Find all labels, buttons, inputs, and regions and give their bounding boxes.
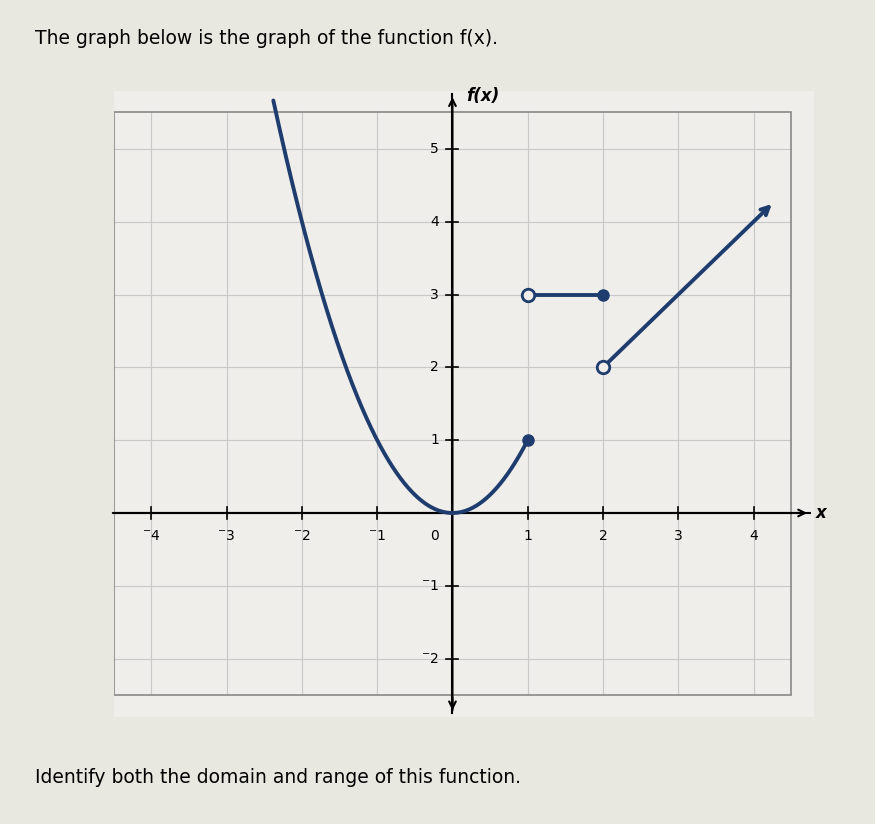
Text: 3: 3 xyxy=(674,529,682,543)
Text: 0: 0 xyxy=(430,529,439,543)
Text: $\mathregular{^{-}}1$: $\mathregular{^{-}}1$ xyxy=(421,578,439,592)
Text: $\mathregular{^{-}}2$: $\mathregular{^{-}}2$ xyxy=(421,652,439,666)
Text: 4: 4 xyxy=(749,529,758,543)
Text: 4: 4 xyxy=(430,215,439,229)
Text: f(x): f(x) xyxy=(466,87,500,105)
Text: 2: 2 xyxy=(430,360,439,374)
Text: $\mathregular{^{-}}2$: $\mathregular{^{-}}2$ xyxy=(293,529,311,543)
Text: 3: 3 xyxy=(430,288,439,302)
Text: 2: 2 xyxy=(598,529,607,543)
Text: 1: 1 xyxy=(430,433,439,447)
Text: $\mathregular{^{-}}3$: $\mathregular{^{-}}3$ xyxy=(218,529,236,543)
Text: Identify both the domain and range of this function.: Identify both the domain and range of th… xyxy=(35,768,521,787)
Text: 1: 1 xyxy=(523,529,532,543)
Text: The graph below is the graph of the function f(x).: The graph below is the graph of the func… xyxy=(35,29,498,48)
Text: $\mathregular{^{-}}4$: $\mathregular{^{-}}4$ xyxy=(142,529,161,543)
Text: $\mathregular{^{-}}1$: $\mathregular{^{-}}1$ xyxy=(368,529,387,543)
Text: x: x xyxy=(816,504,826,522)
Text: 5: 5 xyxy=(430,142,439,156)
